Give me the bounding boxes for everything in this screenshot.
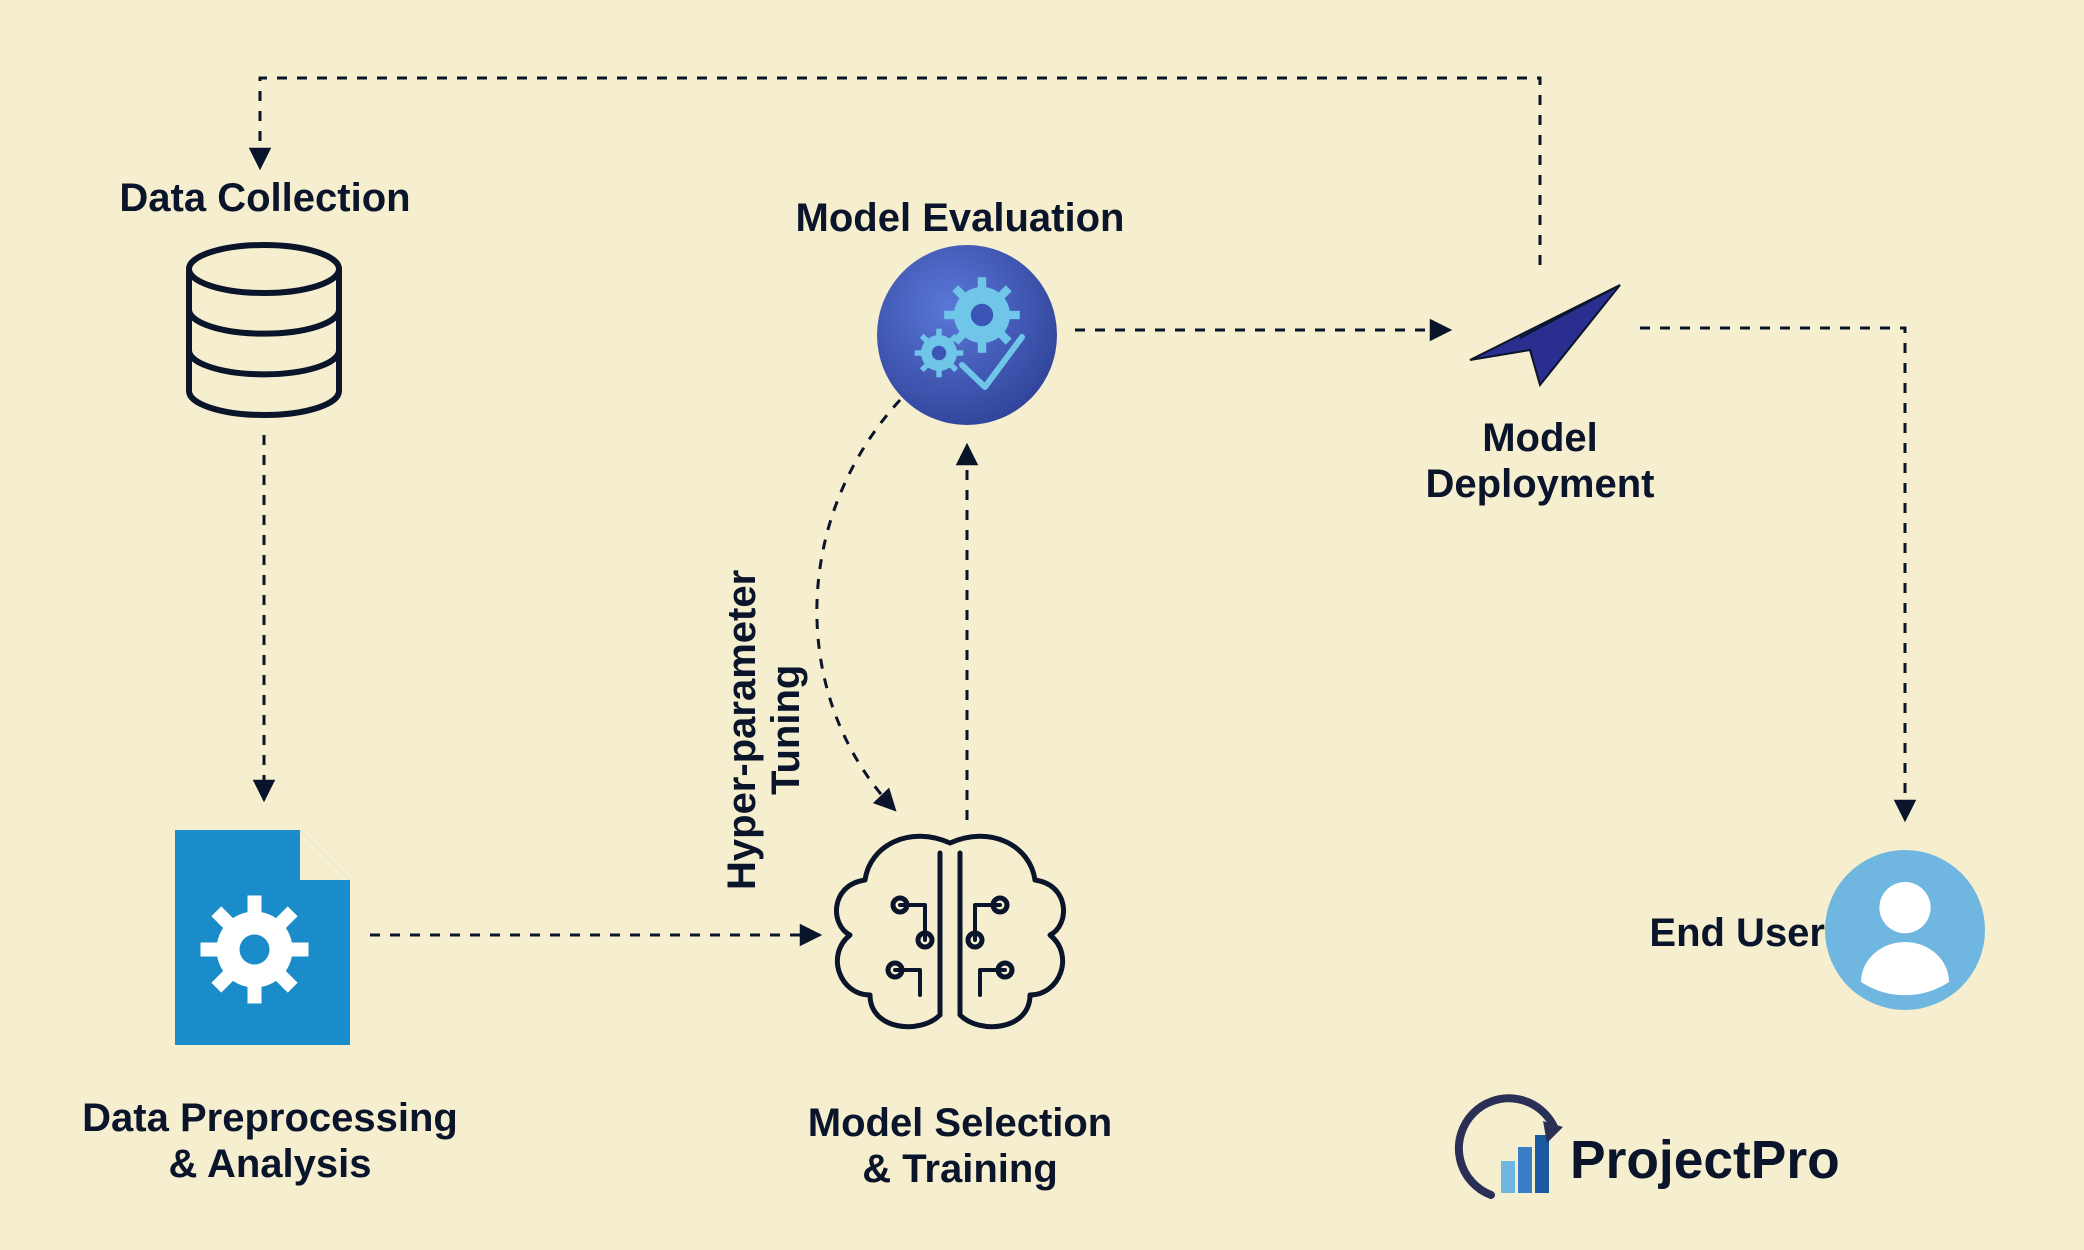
label-model-evaluation: Model Evaluation <box>770 195 1150 241</box>
label-model-deployment: Model Deployment <box>1380 415 1700 507</box>
label-data-collection: Data Collection <box>105 175 425 221</box>
label-hyperparameter-tuning: Hyper-parameter Tuning <box>720 510 808 950</box>
projectpro-logo-text: ProjectPro <box>1570 1130 1840 1191</box>
label-model-selection: Model Selection & Training <box>780 1100 1140 1192</box>
diagram-canvas: Data Collection Data Preprocessing & Ana… <box>0 0 2084 1250</box>
eval-gears-icon <box>877 245 1057 425</box>
label-data-preprocessing: Data Preprocessing & Analysis <box>70 1095 470 1187</box>
label-end-user: End User <box>1625 910 1825 956</box>
user-icon <box>1825 850 1985 1010</box>
file-gear-icon <box>175 830 350 1045</box>
